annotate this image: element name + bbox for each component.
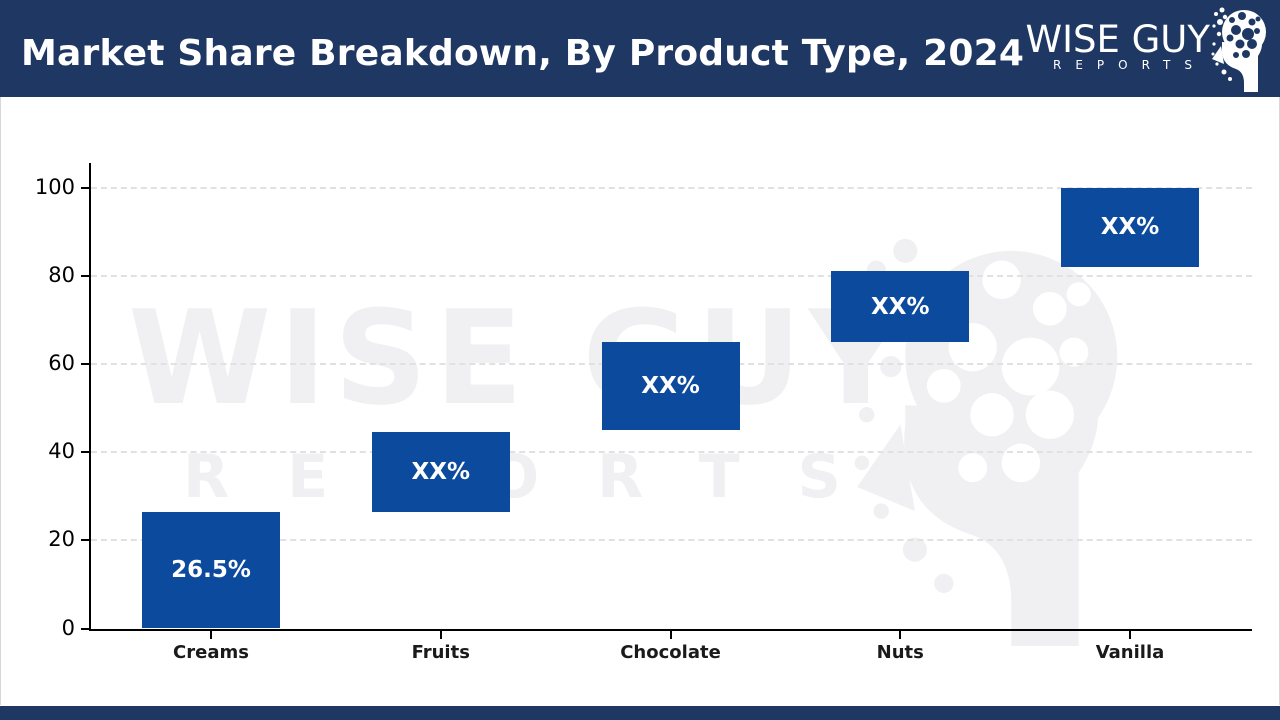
bar-value-label: XX% <box>411 458 470 485</box>
x-tick-label-vanilla: Vanilla <box>1095 641 1165 663</box>
y-tick-label-80: 80 <box>48 262 75 287</box>
logo-subtext: REPORTS <box>1052 58 1206 72</box>
x-tick-label-nuts: Nuts <box>876 641 924 663</box>
x-tick-fruits <box>439 630 442 639</box>
watermark-subtext: REPORTS <box>183 442 899 512</box>
footer-bar <box>0 706 1280 720</box>
bar-value-label: XX% <box>1100 214 1160 241</box>
logo: WISE GUY REPORTS <box>1026 0 1270 97</box>
y-tick-80 <box>81 274 90 277</box>
watermark-head-icon <box>854 238 1118 646</box>
bar-creams: 26.5% <box>142 511 280 629</box>
bar-fruits: XX% <box>371 432 510 512</box>
y-tick-label-20: 20 <box>48 527 75 552</box>
bar-chocolate: XX% <box>601 341 740 431</box>
x-tick-nuts <box>899 630 902 639</box>
bar-value-label: XX% <box>870 293 930 320</box>
bar-vanilla: XX% <box>1061 187 1199 267</box>
y-tick-60 <box>81 362 90 365</box>
bar-nuts: XX% <box>831 271 970 342</box>
bar-value-label: 26.5% <box>171 557 251 584</box>
y-tick-label-100: 100 <box>34 174 75 199</box>
x-axis-spine <box>89 628 1252 631</box>
y-axis-spine <box>89 163 91 631</box>
x-tick-label-chocolate: Chocolate <box>620 641 721 663</box>
gridline-40 <box>91 451 1252 454</box>
x-tick-vanilla <box>1129 630 1131 639</box>
gridline-20 <box>91 539 1252 542</box>
y-tick-20 <box>81 539 90 542</box>
y-tick-0 <box>81 627 90 630</box>
y-tick-40 <box>81 451 90 454</box>
x-tick-chocolate <box>669 630 672 639</box>
y-tick-label-40: 40 <box>48 439 75 464</box>
watermark-wordmark: WISE GUY <box>128 282 910 434</box>
logo-head-icon <box>1211 7 1266 92</box>
x-tick-creams <box>210 630 212 639</box>
y-tick-label-60: 60 <box>48 350 75 375</box>
logo-wordmark: WISE GUY <box>1025 18 1210 61</box>
gridline-80 <box>91 274 1252 277</box>
gridline-100 <box>91 186 1252 189</box>
bar-value-label: XX% <box>641 372 700 399</box>
header-bar: Market Share Breakdown, By Product Type,… <box>0 0 1280 97</box>
y-tick-label-0: 0 <box>61 615 75 640</box>
y-tick-100 <box>81 186 90 189</box>
x-tick-label-fruits: Fruits <box>411 641 470 663</box>
chart-title: Market Share Breakdown, By Product Type,… <box>21 33 1025 74</box>
x-tick-label-creams: Creams <box>173 641 249 663</box>
